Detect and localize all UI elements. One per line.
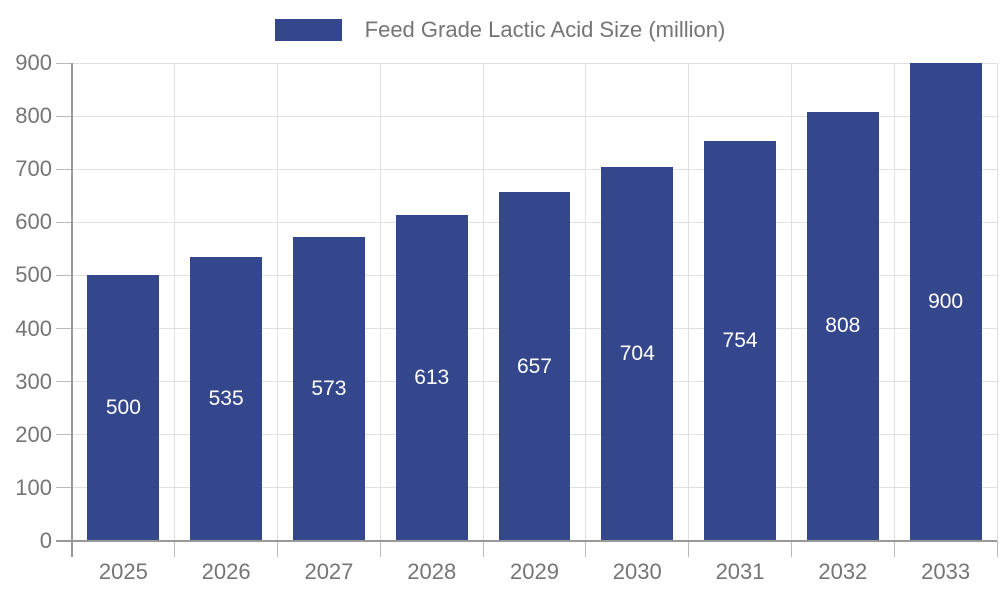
x-axis-tick: [482, 541, 484, 557]
bar-2025[interactable]: 500: [87, 275, 160, 541]
x-axis-tick: [585, 541, 587, 557]
bar-2028[interactable]: 613: [395, 215, 468, 541]
x-axis-tick: [379, 541, 381, 557]
x-axis-tick: [688, 541, 690, 557]
gridline-vertical: [174, 63, 176, 541]
bar-value-label: 535: [208, 386, 244, 410]
bar-2027[interactable]: 573: [292, 236, 365, 541]
gridline-vertical: [996, 63, 998, 541]
gridline-horizontal: [72, 115, 997, 117]
bar-value-label: 900: [928, 290, 964, 313]
x-axis-tick-label: 2032: [818, 559, 868, 584]
y-axis-tick-label: 600: [15, 209, 52, 235]
y-axis-tick-label: 500: [15, 262, 52, 288]
bar-2026[interactable]: 535: [190, 256, 263, 541]
y-axis-tick: [56, 487, 72, 489]
y-axis-tick: [56, 381, 72, 383]
gridline-vertical: [379, 63, 381, 541]
gridline-vertical: [277, 63, 279, 541]
gridline-horizontal: [72, 168, 997, 170]
gridline-vertical: [482, 63, 484, 541]
y-axis-tick-label: 900: [15, 50, 52, 75]
gridline-horizontal: [72, 62, 997, 64]
x-axis-tick-label: 2025: [98, 559, 148, 584]
y-axis-tick: [56, 274, 72, 276]
bar-value-label: 613: [414, 366, 450, 390]
plot-area: 0 100 200 300 400 500 600 700 800 900 2025 2026 2027…: [15, 52, 998, 584]
legend[interactable]: Feed Grade Lactic Acid Size (million): [0, 17, 1000, 43]
x-axis-tick-label: 2028: [407, 559, 457, 584]
y-axis-tick-label: 100: [15, 474, 52, 500]
x-axis-tick-label: 2030: [612, 559, 662, 584]
x-axis-tick-label: 2033: [921, 559, 971, 584]
y-axis-tick: [56, 168, 72, 170]
x-axis-line: [56, 540, 997, 542]
x-axis-tick-label: 2029: [510, 559, 559, 584]
gridline-vertical: [790, 63, 792, 541]
legend-label: Feed Grade Lactic Acid Size (million): [364, 17, 726, 42]
gridline-vertical: [585, 63, 587, 541]
bar-2033[interactable]: 900: [909, 63, 982, 541]
y-axis-tick-label: 0: [39, 528, 52, 553]
bar-2029[interactable]: 657: [498, 192, 571, 541]
y-axis-tick-label: 400: [15, 315, 52, 341]
y-axis-tick: [56, 115, 72, 117]
x-axis-tick: [277, 541, 279, 557]
bar-value-label: 500: [105, 396, 141, 420]
x-axis-tick-label: 2031: [715, 559, 765, 584]
y-axis-tick: [56, 434, 72, 436]
x-axis-tick-label: 2026: [201, 559, 251, 584]
bar-value-label: 573: [311, 376, 347, 400]
x-axis-tick: [174, 541, 176, 557]
bar-value-label: 657: [516, 354, 552, 378]
y-axis-tick-label: 300: [15, 368, 52, 394]
gridline-vertical: [688, 63, 690, 541]
gridline-vertical: [893, 63, 895, 541]
y-axis-line: [71, 63, 73, 557]
bar-value-label: 704: [619, 342, 655, 366]
bar-2031[interactable]: 754: [704, 140, 777, 541]
x-axis-tick: [996, 541, 998, 557]
bar-2030[interactable]: 704: [601, 167, 674, 541]
x-axis-tick: [893, 541, 895, 557]
bar-value-label: 808: [825, 314, 861, 338]
y-axis-tick: [56, 328, 72, 330]
y-axis-tick-label: 200: [15, 421, 52, 447]
x-axis-tick: [790, 541, 792, 557]
y-axis-tick: [56, 221, 72, 223]
bar-2032[interactable]: 808: [806, 111, 879, 541]
y-axis-tick-label: 700: [15, 156, 52, 182]
bar-value-label: 754: [722, 328, 758, 352]
y-axis-tick: [56, 62, 72, 64]
x-axis-tick-label: 2027: [304, 559, 354, 584]
legend-swatch-icon: [274, 19, 342, 41]
y-axis-tick-label: 800: [15, 103, 52, 129]
